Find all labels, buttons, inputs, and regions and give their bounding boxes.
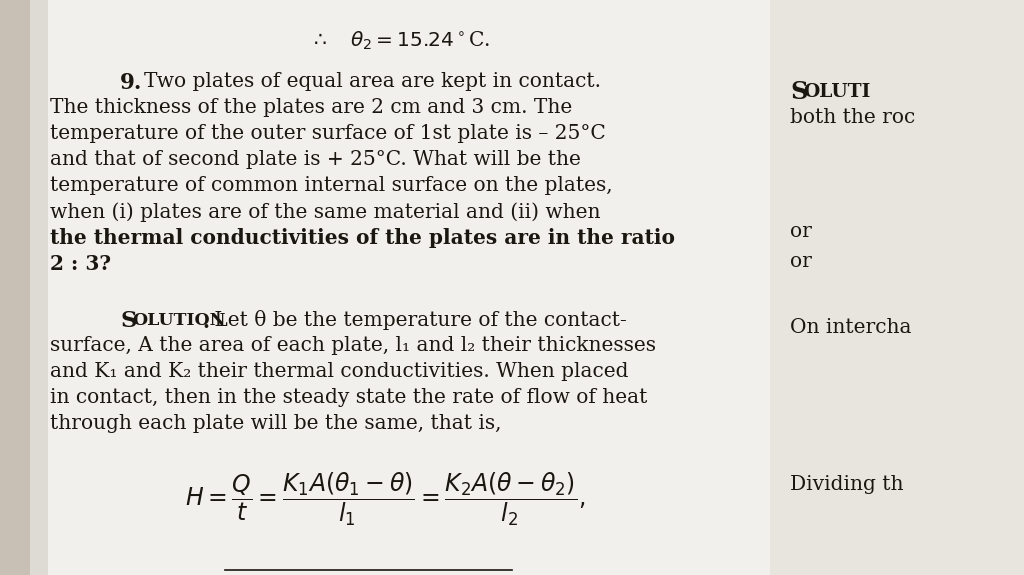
Text: or: or [790, 222, 812, 241]
Text: the thermal conductivities of the plates are in the ratio: the thermal conductivities of the plates… [50, 228, 675, 248]
Text: and that of second plate is + 25°C. What will be the: and that of second plate is + 25°C. What… [50, 150, 581, 169]
Bar [0, 0, 30, 575]
Text: surface, A the area of each plate, l₁ and l₂ their thicknesses: surface, A the area of each plate, l₁ an… [50, 336, 656, 355]
Text: S: S [120, 310, 136, 332]
Text: both the roc: both the roc [790, 108, 915, 127]
Text: OLUTION: OLUTION [132, 312, 225, 329]
Text: temperature of the outer surface of 1st plate is – 25°C: temperature of the outer surface of 1st … [50, 124, 606, 143]
Text: or: or [790, 252, 812, 271]
Text: 2 : 3?: 2 : 3? [50, 254, 111, 274]
Text: through each plate will be the same, that is,: through each plate will be the same, tha… [50, 414, 502, 433]
Text: Let θ be the temperature of the contact-: Let θ be the temperature of the contact- [208, 310, 627, 330]
Text: $H = \dfrac{Q}{t} = \dfrac{K_1 A(\theta_1 - \theta)}{l_1} = \dfrac{K_2 A(\theta : $H = \dfrac{Q}{t} = \dfrac{K_1 A(\theta_… [185, 470, 586, 528]
Bar [30, 0, 48, 575]
Text: On intercha: On intercha [790, 318, 911, 337]
Text: when (i) plates are of the same material and (ii) when: when (i) plates are of the same material… [50, 202, 600, 221]
Text: in contact, then in the steady state the rate of flow of heat: in contact, then in the steady state the… [50, 388, 647, 407]
Text: S: S [790, 80, 808, 104]
Text: $\therefore\quad \theta_2 = 15.24{^\circ}$C.: $\therefore\quad \theta_2 = 15.24{^\circ… [310, 30, 490, 52]
Text: The thickness of the plates are 2 cm and 3 cm. The: The thickness of the plates are 2 cm and… [50, 98, 572, 117]
Text: and K₁ and K₂ their thermal conductivities. When placed: and K₁ and K₂ their thermal conductiviti… [50, 362, 629, 381]
Bar [770, 0, 1024, 575]
Text: Two plates of equal area are kept in contact.: Two plates of equal area are kept in con… [144, 72, 601, 91]
Text: .: . [202, 312, 209, 332]
Text: 9.: 9. [120, 72, 142, 94]
Text: OLUTI: OLUTI [803, 83, 870, 101]
Text: temperature of common internal surface on the plates,: temperature of common internal surface o… [50, 176, 612, 195]
Text: Dividing th: Dividing th [790, 475, 903, 494]
